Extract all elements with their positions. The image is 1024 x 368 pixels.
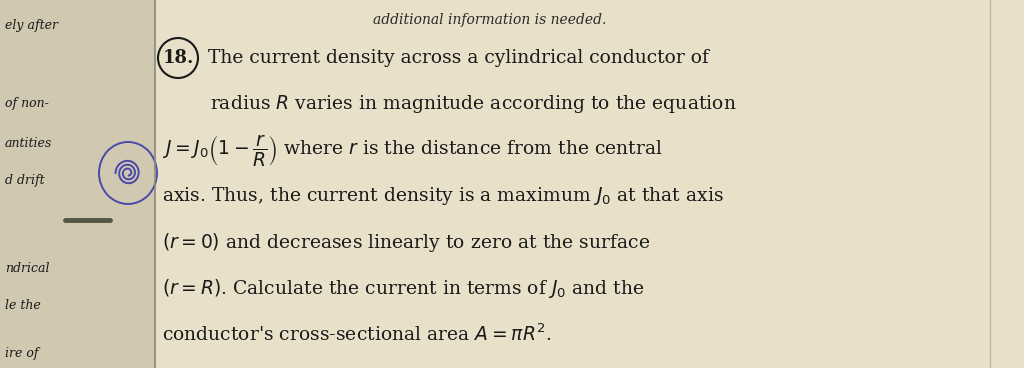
Text: $(r = R)$. Calculate the current in terms of $J_0$ and the: $(r = R)$. Calculate the current in term… <box>162 276 644 300</box>
Text: additional information is needed.: additional information is needed. <box>374 13 606 27</box>
Text: ely after: ely after <box>5 19 58 32</box>
Text: axis. Thus, the current density is a maximum $J_0$ at that axis: axis. Thus, the current density is a max… <box>162 185 724 207</box>
Text: ndrical: ndrical <box>5 262 49 275</box>
Text: antities: antities <box>5 137 52 150</box>
Text: le the: le the <box>5 299 41 312</box>
Text: of non-: of non- <box>5 96 49 110</box>
Text: $J = J_0\left(1-\dfrac{r}{R}\right)$ where $r$ is the distance from the central: $J = J_0\left(1-\dfrac{r}{R}\right)$ whe… <box>162 132 663 167</box>
Text: 18.: 18. <box>163 49 194 67</box>
Text: radius $R$ varies in magnitude according to the equation: radius $R$ varies in magnitude according… <box>210 93 736 115</box>
Text: d drift: d drift <box>5 174 45 187</box>
Text: $(r = 0)$ and decreases linearly to zero at the surface: $(r = 0)$ and decreases linearly to zero… <box>162 230 650 254</box>
Text: conductor's cross-sectional area $A = \pi R^2$.: conductor's cross-sectional area $A = \p… <box>162 323 552 345</box>
Text: ire of: ire of <box>5 347 39 360</box>
Text: The current density across a cylindrical conductor of: The current density across a cylindrical… <box>208 49 709 67</box>
Bar <box>0 0 155 368</box>
